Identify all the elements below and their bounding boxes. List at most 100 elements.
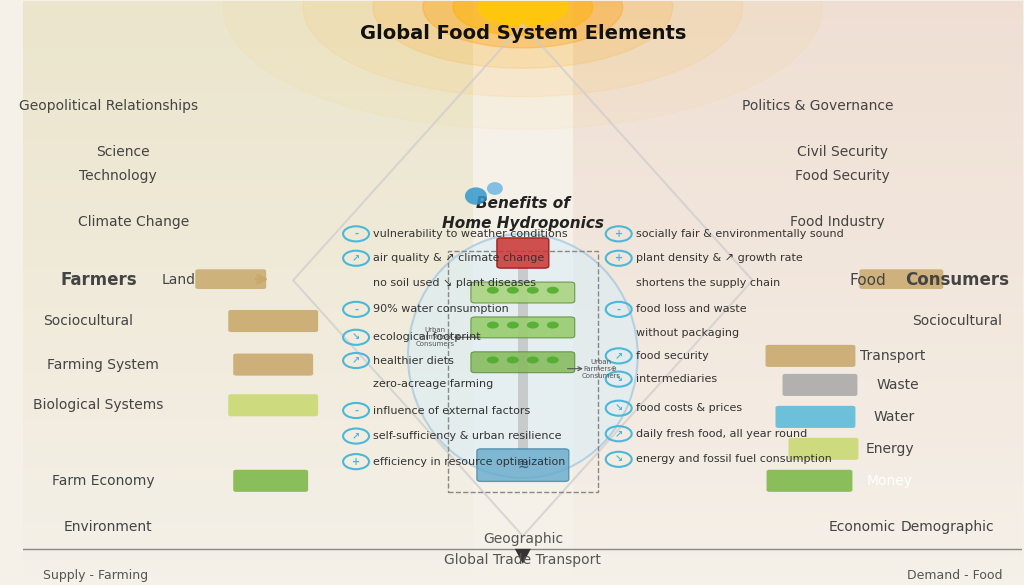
Text: ≋: ≋	[517, 458, 528, 472]
Text: Supply - Farming: Supply - Farming	[43, 569, 148, 582]
Text: Consumers: Consumers	[905, 271, 1010, 290]
Text: Farm Economy: Farm Economy	[52, 474, 155, 488]
Text: -: -	[616, 304, 621, 314]
Text: food costs & prices: food costs & prices	[636, 403, 741, 413]
Text: -: -	[354, 405, 358, 415]
Text: +: +	[614, 229, 623, 239]
Text: ecological footprint: ecological footprint	[373, 332, 480, 342]
FancyArrowPatch shape	[933, 276, 942, 283]
Text: ↘: ↘	[352, 332, 360, 342]
Text: daily fresh food, all year round: daily fresh food, all year round	[636, 429, 807, 439]
Text: Demand - Food: Demand - Food	[906, 569, 1002, 582]
FancyBboxPatch shape	[233, 353, 313, 376]
Ellipse shape	[223, 0, 822, 129]
Text: Sociocultural: Sociocultural	[43, 314, 133, 328]
Text: Land: Land	[162, 273, 196, 287]
Circle shape	[507, 287, 519, 294]
Text: ↘: ↘	[614, 455, 623, 464]
Text: Geographic: Geographic	[482, 532, 563, 546]
Text: Food Industry: Food Industry	[791, 215, 885, 229]
Text: Benefits of
Home Hydroponics: Benefits of Home Hydroponics	[441, 196, 604, 231]
Text: intermediaries: intermediaries	[636, 374, 717, 384]
FancyBboxPatch shape	[775, 406, 855, 428]
Text: Climate Change: Climate Change	[78, 215, 189, 229]
Text: Urban
Farmers⊕
Consumers: Urban Farmers⊕ Consumers	[582, 359, 621, 378]
Text: ↗: ↗	[352, 253, 360, 263]
Text: Politics & Governance: Politics & Governance	[741, 99, 893, 113]
Circle shape	[547, 322, 559, 329]
Text: ↗: ↗	[614, 351, 623, 361]
Text: 90% water consumption: 90% water consumption	[373, 304, 509, 314]
Text: Energy: Energy	[866, 442, 914, 456]
Circle shape	[547, 356, 559, 363]
FancyBboxPatch shape	[471, 352, 574, 373]
FancyBboxPatch shape	[228, 394, 318, 417]
Text: +: +	[614, 253, 623, 263]
FancyArrowPatch shape	[256, 276, 265, 283]
Text: Sociocultural: Sociocultural	[912, 314, 1002, 328]
Text: Urban
Farmers⊕
Consumers: Urban Farmers⊕ Consumers	[416, 327, 455, 347]
FancyBboxPatch shape	[518, 267, 527, 450]
Circle shape	[526, 287, 539, 294]
Circle shape	[507, 356, 519, 363]
Ellipse shape	[478, 0, 567, 26]
Ellipse shape	[373, 0, 673, 68]
Text: Civil Security: Civil Security	[797, 146, 888, 160]
Text: Food: Food	[849, 273, 886, 288]
Text: Waste: Waste	[877, 378, 919, 392]
Circle shape	[486, 287, 499, 294]
Ellipse shape	[453, 0, 593, 36]
Text: Food Security: Food Security	[795, 168, 890, 183]
Text: no soil used ↘ plant diseases: no soil used ↘ plant diseases	[373, 278, 536, 288]
Text: air quality & ↗ climate change: air quality & ↗ climate change	[373, 253, 545, 263]
Text: influence of external factors: influence of external factors	[373, 405, 530, 415]
Ellipse shape	[486, 182, 503, 195]
Circle shape	[507, 322, 519, 329]
Ellipse shape	[423, 0, 623, 48]
Text: ↗: ↗	[614, 429, 623, 439]
Text: Environment: Environment	[65, 520, 153, 534]
Ellipse shape	[465, 187, 486, 205]
Text: efficiency in resource optimization: efficiency in resource optimization	[373, 457, 565, 467]
Text: vulnerability to weather conditions: vulnerability to weather conditions	[373, 229, 567, 239]
Text: Global Food System Elements: Global Food System Elements	[359, 24, 686, 43]
Text: Science: Science	[96, 146, 151, 160]
FancyBboxPatch shape	[788, 438, 858, 460]
FancyBboxPatch shape	[196, 269, 266, 289]
Text: ↘: ↘	[614, 374, 623, 384]
FancyBboxPatch shape	[497, 238, 549, 268]
Polygon shape	[515, 549, 530, 564]
Text: shortens the supply chain: shortens the supply chain	[636, 278, 780, 288]
Text: food loss and waste: food loss and waste	[636, 304, 746, 314]
Circle shape	[526, 356, 539, 363]
Text: plant density & ↗ growth rate: plant density & ↗ growth rate	[636, 253, 803, 263]
Ellipse shape	[408, 234, 638, 478]
Text: ↘: ↘	[614, 403, 623, 413]
Ellipse shape	[303, 0, 742, 97]
Text: Water: Water	[873, 410, 915, 424]
Text: without packaging: without packaging	[636, 328, 739, 338]
Text: zero-acreage farming: zero-acreage farming	[373, 378, 494, 389]
Text: Money: Money	[866, 474, 912, 488]
FancyBboxPatch shape	[471, 317, 574, 338]
Text: Geopolitical Relationships: Geopolitical Relationships	[18, 99, 198, 113]
Text: -: -	[354, 304, 358, 314]
Text: Economic: Economic	[828, 520, 896, 534]
FancyBboxPatch shape	[859, 269, 943, 289]
FancyBboxPatch shape	[471, 282, 574, 303]
Text: food security: food security	[636, 351, 709, 361]
Text: energy and fossil fuel consumption: energy and fossil fuel consumption	[636, 455, 831, 464]
FancyBboxPatch shape	[477, 449, 568, 481]
Text: -: -	[354, 229, 358, 239]
Text: Technology: Technology	[80, 168, 158, 183]
FancyBboxPatch shape	[228, 310, 318, 332]
Circle shape	[547, 287, 559, 294]
Circle shape	[486, 322, 499, 329]
Text: healthier diets: healthier diets	[373, 356, 454, 366]
FancyBboxPatch shape	[767, 470, 852, 492]
Text: Transport: Transport	[860, 349, 925, 363]
FancyBboxPatch shape	[233, 470, 308, 492]
Text: +: +	[352, 457, 360, 467]
Text: Farmers: Farmers	[60, 271, 137, 290]
Text: Global Trade Transport: Global Trade Transport	[444, 553, 601, 567]
